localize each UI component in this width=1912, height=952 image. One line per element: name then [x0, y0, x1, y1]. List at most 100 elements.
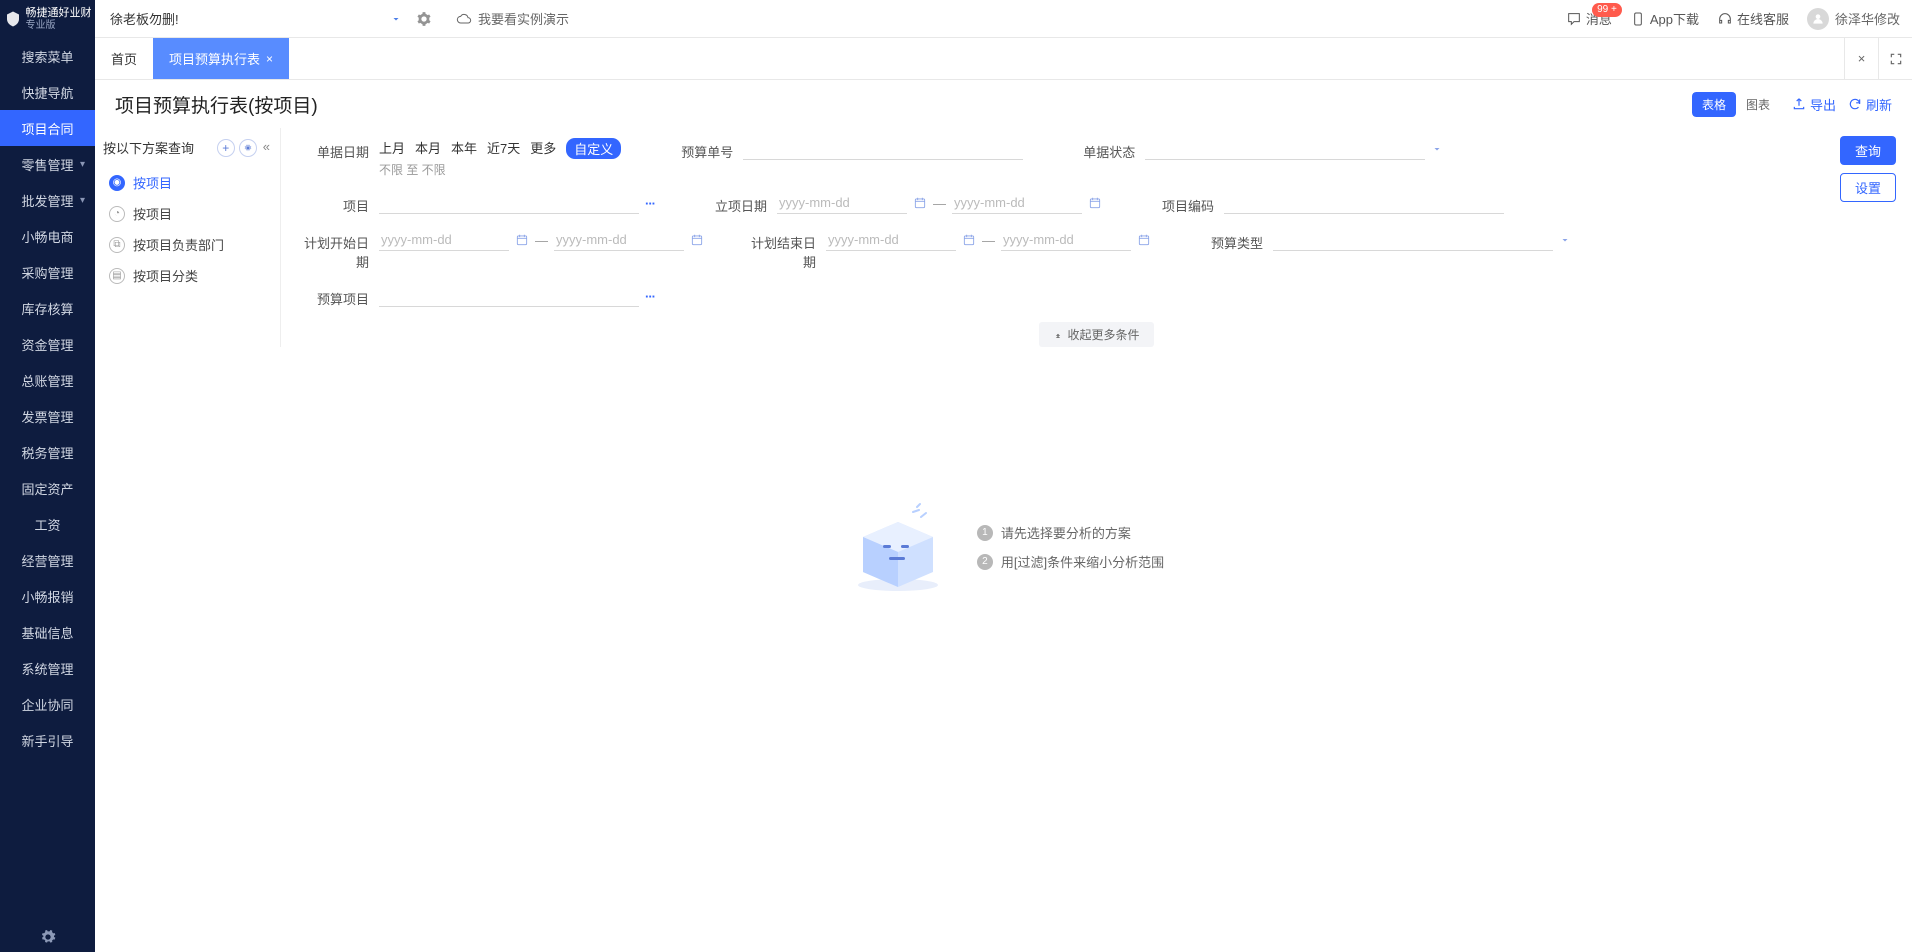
input-budget-type[interactable]	[1273, 229, 1553, 251]
nav-item-17[interactable]: 系统管理	[0, 650, 95, 686]
collapse-filters[interactable]: 收起更多条件	[1039, 322, 1153, 347]
tab-active[interactable]: 项目预算执行表 ×	[153, 38, 289, 79]
scheme-item-0[interactable]: ◉按项目	[103, 167, 272, 198]
user-name: 徐泽华修改	[1835, 9, 1900, 28]
add-scheme-icon[interactable]: +	[217, 139, 235, 157]
nav-item-15[interactable]: 小畅报销	[0, 578, 95, 614]
nav-item-13[interactable]: 工资	[0, 506, 95, 542]
org-name: 徐老板勿删!	[110, 9, 179, 28]
nav-item-16[interactable]: 基础信息	[0, 614, 95, 650]
qd-more[interactable]: 更多	[530, 138, 556, 159]
collapse-panel-icon[interactable]: «	[261, 139, 272, 157]
label-project-code: 项目编码	[1142, 192, 1224, 215]
fullscreen-icon[interactable]	[1878, 38, 1912, 79]
label-budget-type: 预算类型	[1191, 229, 1273, 252]
nav-item-9[interactable]: 总账管理	[0, 362, 95, 398]
date-range-text: 不限 至 不限	[379, 161, 621, 178]
qd-last7[interactable]: 近7天	[487, 138, 520, 159]
nav-item-12[interactable]: 固定资产	[0, 470, 95, 506]
qd-this-year[interactable]: 本年	[451, 138, 477, 159]
messages-link[interactable]: 消息 99 +	[1566, 9, 1612, 28]
tabs-row: 首页 项目预算执行表 × ×	[95, 38, 1912, 80]
app-label: App下载	[1650, 9, 1699, 28]
calendar-icon[interactable]	[962, 233, 976, 247]
input-doc-status[interactable]	[1145, 138, 1425, 160]
seg-chart[interactable]: 图表	[1736, 92, 1780, 117]
page-title: 项目预算执行表(按项目)	[115, 91, 318, 118]
export-label: 导出	[1810, 95, 1836, 114]
qd-this-month[interactable]: 本月	[415, 138, 441, 159]
input-plan-start-from[interactable]	[379, 229, 509, 251]
chevron-down-icon[interactable]	[1559, 234, 1571, 246]
tab-home[interactable]: 首页	[95, 38, 153, 79]
step-num-1: 1	[977, 525, 993, 541]
seg-table[interactable]: 表格	[1692, 92, 1736, 117]
tab-close-all[interactable]: ×	[1844, 38, 1878, 79]
chevron-up-icon	[1053, 330, 1063, 340]
nav-item-5[interactable]: 小畅电商	[0, 218, 95, 254]
user-menu[interactable]: 徐泽华修改	[1807, 8, 1900, 30]
nav-item-8[interactable]: 资金管理	[0, 326, 95, 362]
input-plan-end-from[interactable]	[826, 229, 956, 251]
label-plan-start: 计划开始日期	[297, 229, 379, 271]
chevron-down-icon[interactable]	[390, 13, 402, 25]
nav-item-6[interactable]: 采购管理	[0, 254, 95, 290]
nav-item-10[interactable]: 发票管理	[0, 398, 95, 434]
messages-badge: 99 +	[1592, 3, 1622, 17]
step-num-2: 2	[977, 554, 993, 570]
nav-item-18[interactable]: 企业协同	[0, 686, 95, 722]
scheme-item-2[interactable]: ⧉按项目负责部门	[103, 229, 272, 260]
more-icon[interactable]: ···	[645, 289, 655, 304]
nav-item-19[interactable]: 新手引导	[0, 722, 95, 758]
scheme-item-label: 按项目	[133, 204, 172, 223]
input-plan-start-to[interactable]	[554, 229, 684, 251]
org-selector[interactable]: 徐老板勿删!	[110, 9, 310, 28]
calendar-icon[interactable]	[690, 233, 704, 247]
calendar-icon[interactable]	[515, 233, 529, 247]
nav-item-0[interactable]: 搜索菜单	[0, 38, 95, 74]
refresh-label: 刷新	[1866, 95, 1892, 114]
nav-item-4[interactable]: 批发管理▾	[0, 182, 95, 218]
input-budget-no[interactable]	[743, 138, 1023, 160]
input-setup-date-to[interactable]	[952, 192, 1082, 214]
nav-item-11[interactable]: 税务管理	[0, 434, 95, 470]
nav-item-2[interactable]: 项目合同	[0, 110, 95, 146]
more-icon[interactable]: ···	[645, 196, 655, 211]
qd-last-month[interactable]: 上月	[379, 138, 405, 159]
nav-item-7[interactable]: 库存核算	[0, 290, 95, 326]
app-download-link[interactable]: App下载	[1630, 9, 1699, 28]
scheme-item-3[interactable]: ▤按项目分类	[103, 260, 272, 291]
scheme-icon: ◔	[109, 206, 125, 222]
org-settings-icon[interactable]	[416, 11, 432, 27]
range-separator: —	[982, 233, 995, 248]
refresh-link[interactable]: 刷新	[1848, 95, 1892, 114]
chevron-down-icon[interactable]	[1431, 143, 1443, 155]
settings-button[interactable]: 设置	[1840, 173, 1896, 202]
demo-link[interactable]: 我要看实例演示	[456, 9, 569, 28]
input-project[interactable]	[379, 192, 639, 214]
scheme-settings-icon[interactable]	[239, 139, 257, 157]
calendar-icon[interactable]	[913, 196, 927, 210]
nav-item-3[interactable]: 零售管理▾	[0, 146, 95, 182]
sidebar-settings[interactable]	[0, 922, 95, 952]
input-project-code[interactable]	[1224, 192, 1504, 214]
chevron-down-icon: ▾	[80, 159, 85, 170]
export-link[interactable]: 导出	[1792, 95, 1836, 114]
input-setup-date-from[interactable]	[777, 192, 907, 214]
nav-item-1[interactable]: 快捷导航	[0, 74, 95, 110]
nav-item-14[interactable]: 经营管理	[0, 542, 95, 578]
query-button[interactable]: 查询	[1840, 136, 1896, 165]
brand-name: 畅捷通好业财	[26, 7, 92, 19]
service-link[interactable]: 在线客服	[1717, 9, 1789, 28]
message-icon	[1566, 11, 1582, 27]
scheme-item-1[interactable]: ◔ 按项目	[103, 198, 272, 229]
input-plan-end-to[interactable]	[1001, 229, 1131, 251]
input-budget-project[interactable]	[379, 285, 639, 307]
close-icon[interactable]: ×	[266, 52, 273, 66]
label-doc-date: 单据日期	[297, 138, 379, 161]
headset-icon	[1717, 11, 1733, 27]
qd-custom[interactable]: 自定义	[566, 138, 621, 159]
calendar-icon[interactable]	[1137, 233, 1151, 247]
gear-icon	[40, 929, 56, 945]
calendar-icon[interactable]	[1088, 196, 1102, 210]
